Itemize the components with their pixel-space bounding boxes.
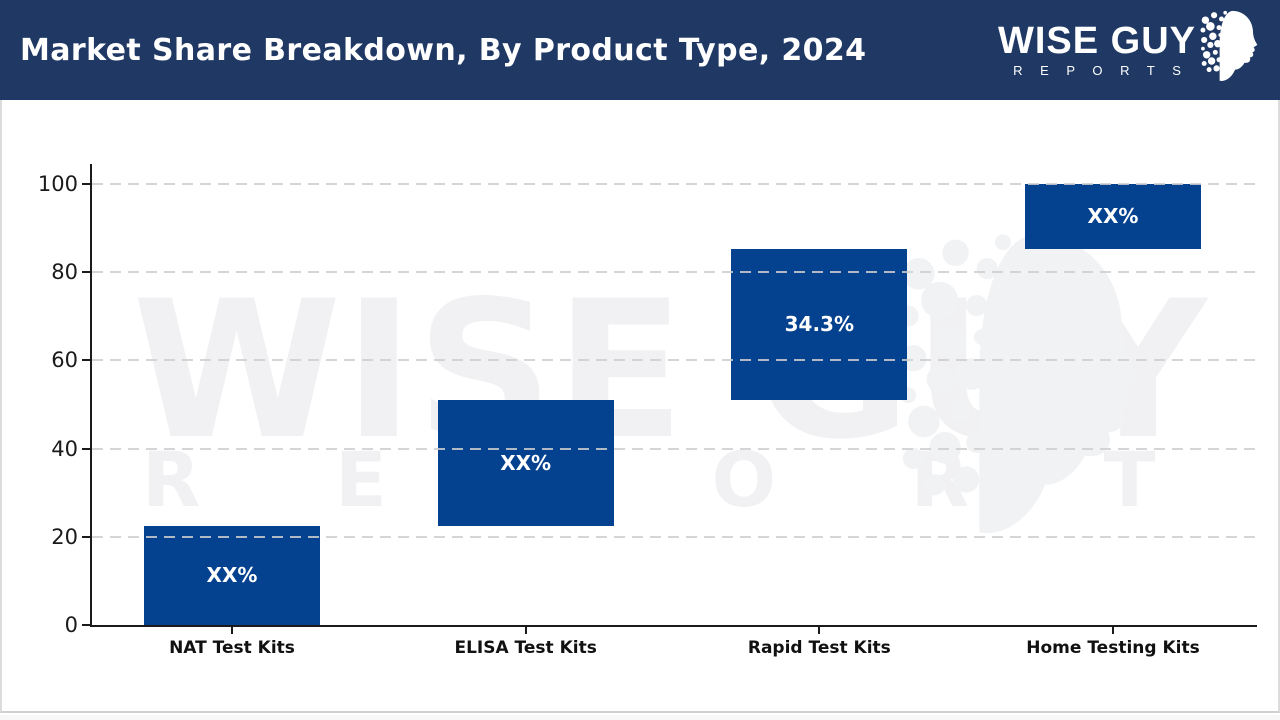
gridline [92, 535, 1255, 538]
y-tick-mark [82, 183, 90, 185]
y-tick-mark [82, 447, 90, 450]
header: Market Share Breakdown, By Product Type,… [0, 0, 1280, 100]
bar-value-label: XX% [500, 450, 552, 475]
chart-card: WISE GUY R E P O R T S [0, 100, 1280, 713]
y-tick-mark [82, 535, 90, 538]
y-tick-label: 80 [51, 260, 78, 285]
x-category-label: ELISA Test Kits [454, 638, 597, 658]
y-tick-label: 60 [51, 348, 78, 373]
page-title: Market Share Breakdown, By Product Type,… [20, 32, 867, 68]
watermark-head-profile-icon [887, 220, 1177, 570]
x-tick-mark [231, 627, 233, 634]
y-tick-label: 40 [51, 436, 78, 461]
y-tick-label: 0 [64, 613, 78, 637]
page-bottom-edge [0, 715, 1280, 720]
plot-area: 0 20 40 60 80 100 XX% NAT Test Kits XX% ELISA Tes… [2, 100, 1278, 711]
gridline [92, 447, 1255, 450]
gridline [92, 183, 1255, 185]
bar-value-label: XX% [206, 563, 258, 588]
gridline [92, 271, 1255, 274]
brand-name: WISE GUY [997, 20, 1196, 62]
gridline [92, 359, 1255, 362]
y-tick-label: 20 [51, 524, 78, 549]
bar-segment: XX% [437, 400, 614, 526]
bar-segment: XX% [1025, 184, 1201, 249]
x-tick-mark [524, 627, 527, 634]
brand-logo-text: WISE GUY R E P O R T S [998, 21, 1196, 79]
x-category-label: Rapid Test Kits [747, 638, 891, 658]
brand-subtitle: R E P O R T S [1013, 63, 1188, 78]
brand-logo: WISE GUY R E P O R T S [998, 5, 1266, 96]
x-category-label: NAT Test Kits [169, 638, 295, 658]
y-tick-mark [82, 624, 90, 626]
x-tick-mark [818, 627, 821, 634]
y-tick-label: 100 [37, 172, 78, 196]
x-category-label: Home Testing Kits [1026, 638, 1200, 658]
y-axis-line [90, 164, 92, 627]
x-axis-line [90, 625, 1257, 627]
x-tick-mark [1112, 627, 1114, 634]
bar-value-label: XX% [1087, 204, 1139, 229]
y-tick-mark [82, 359, 90, 362]
bar-segment: 34.3% [731, 248, 908, 401]
bar-segment: XX% [144, 525, 320, 625]
bar-value-label: 34.3% [784, 312, 855, 337]
head-profile-dots-icon [1198, 5, 1266, 96]
y-tick-mark [82, 271, 90, 274]
